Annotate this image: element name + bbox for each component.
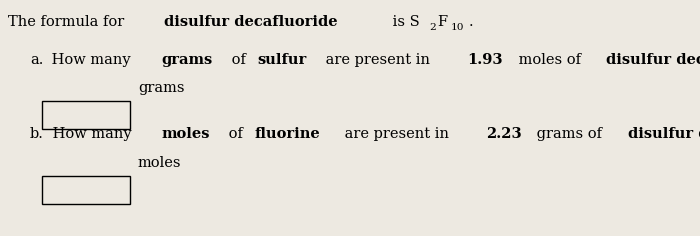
Bar (42, 101, 130, 129)
Text: The formula for: The formula for (8, 15, 129, 29)
Text: How many: How many (48, 127, 136, 141)
Text: moles: moles (138, 156, 181, 170)
Text: disulfur decafluoride: disulfur decafluoride (629, 127, 700, 141)
Text: .: . (468, 15, 472, 29)
Text: 2: 2 (429, 23, 435, 32)
Text: are present in: are present in (340, 127, 453, 141)
Text: of: of (225, 127, 248, 141)
Text: disulfur decafluoride: disulfur decafluoride (164, 15, 337, 29)
Bar (42, 176, 130, 204)
Text: moles of: moles of (514, 53, 585, 67)
Text: 10: 10 (451, 23, 464, 32)
Text: a.: a. (30, 53, 43, 67)
Text: of: of (228, 53, 251, 67)
Text: F: F (438, 15, 448, 29)
Text: moles: moles (162, 127, 210, 141)
Text: disulfur decafluoride: disulfur decafluoride (606, 53, 700, 67)
Text: grams: grams (161, 53, 212, 67)
Text: sulfur: sulfur (258, 53, 307, 67)
Text: 1.93: 1.93 (468, 53, 503, 67)
Text: grams of: grams of (532, 127, 607, 141)
Text: are present in: are present in (321, 53, 435, 67)
Text: 2.23: 2.23 (486, 127, 522, 141)
Text: fluorine: fluorine (255, 127, 321, 141)
Text: is S: is S (388, 15, 420, 29)
Text: grams: grams (138, 81, 185, 95)
Text: How many: How many (48, 53, 136, 67)
Text: b.: b. (30, 127, 44, 141)
